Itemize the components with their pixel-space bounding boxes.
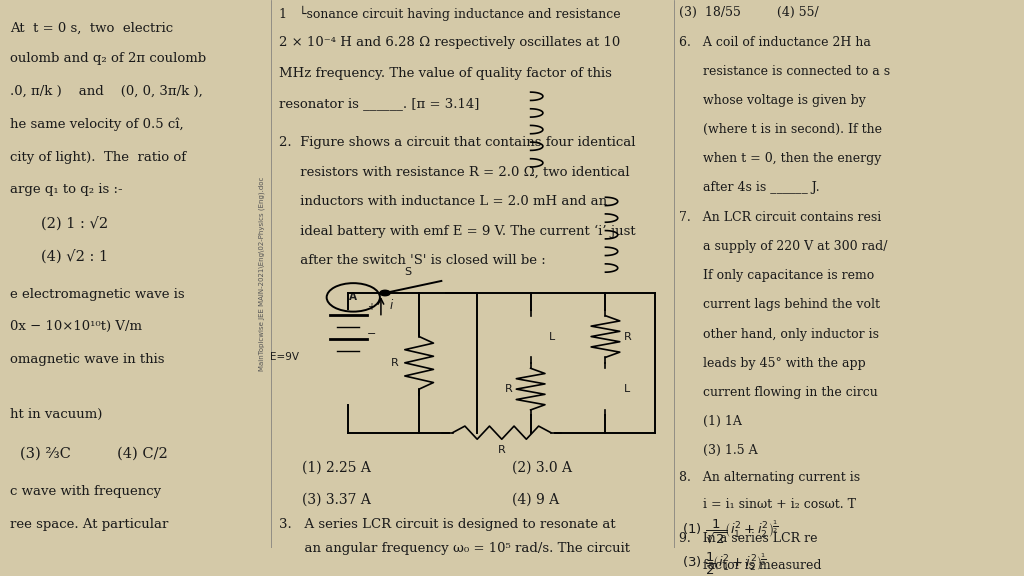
Text: city of light).  The  ratio of: city of light). The ratio of (10, 150, 186, 164)
Text: MHz frequency. The value of quality factor of this: MHz frequency. The value of quality fact… (279, 67, 611, 80)
Text: (2) 3.0 A: (2) 3.0 A (512, 461, 572, 475)
Text: 7.   An LCR circuit contains resi: 7. An LCR circuit contains resi (679, 211, 882, 225)
Text: when t = 0, then the energy: when t = 0, then the energy (679, 151, 882, 165)
Text: (3) ⅔C          (4) C/2: (3) ⅔C (4) C/2 (20, 446, 168, 460)
Text: resistors with resistance R = 2.0 Ω, two identical: resistors with resistance R = 2.0 Ω, two… (279, 165, 629, 179)
Text: ht in vacuum): ht in vacuum) (10, 408, 102, 421)
Text: R: R (391, 358, 398, 368)
Text: (4) √2 : 1: (4) √2 : 1 (41, 249, 109, 264)
Text: (4) 9 A: (4) 9 A (512, 493, 559, 507)
Text: resistance is connected to a s: resistance is connected to a s (679, 65, 890, 78)
Text: current flowing in the circu: current flowing in the circu (679, 385, 878, 399)
Text: 3.   A series LCR circuit is designed to resonate at: 3. A series LCR circuit is designed to r… (279, 518, 615, 530)
Text: whose voltage is given by: whose voltage is given by (679, 94, 865, 107)
Text: 1   └sonance circuit having inductance and resistance: 1 └sonance circuit having inductance and… (279, 6, 621, 21)
Text: $(1)\ \dfrac{1}{\sqrt{2}}\!\left(i_1^2+i_2^2\right)^{\!\frac{1}{2}}$: $(1)\ \dfrac{1}{\sqrt{2}}\!\left(i_1^2+i… (682, 518, 778, 546)
Text: 2 × 10⁻⁴ H and 6.28 Ω respectively oscillates at 10: 2 × 10⁻⁴ H and 6.28 Ω respectively oscil… (279, 36, 620, 48)
Text: 6.   A coil of inductance 2H ha: 6. A coil of inductance 2H ha (679, 36, 870, 48)
Text: −: − (367, 329, 376, 339)
Text: factor is measured: factor is measured (679, 559, 821, 571)
Text: ideal battery with emf E = 9 V. The current ‘i’ just: ideal battery with emf E = 9 V. The curr… (279, 225, 635, 238)
Text: (where t is in second). If the: (where t is in second). If the (679, 123, 882, 136)
Text: after 4s is ______ J.: after 4s is ______ J. (679, 181, 819, 194)
Text: L: L (624, 384, 630, 394)
Text: he same velocity of 0.5 cî,: he same velocity of 0.5 cî, (10, 118, 184, 131)
Text: S: S (404, 267, 411, 276)
Text: inductors with inductance L = 2.0 mH and an: inductors with inductance L = 2.0 mH and… (279, 195, 606, 208)
Text: L: L (549, 332, 555, 342)
Text: R: R (498, 445, 506, 454)
Text: after the switch 'S' is closed will be :: after the switch 'S' is closed will be : (279, 254, 545, 267)
Text: arge q₁ to q₂ is :-: arge q₁ to q₂ is :- (10, 184, 123, 196)
Text: At  t = 0 s,  two  electric: At t = 0 s, two electric (10, 22, 173, 35)
Text: leads by 45° with the app: leads by 45° with the app (679, 357, 865, 370)
Text: 9.   In a series LCR re: 9. In a series LCR re (679, 532, 817, 545)
Text: 2.  Figure shows a circuit that contains four identical: 2. Figure shows a circuit that contains … (279, 136, 635, 149)
Text: R: R (624, 332, 632, 342)
Text: R: R (505, 384, 512, 394)
Text: (1) 2.25 A: (1) 2.25 A (302, 461, 371, 475)
Text: (3) 3.37 A: (3) 3.37 A (302, 493, 371, 507)
Text: If only capacitance is remo: If only capacitance is remo (679, 270, 874, 282)
Text: resonator is ______. [π = 3.14]: resonator is ______. [π = 3.14] (279, 97, 479, 111)
Text: ree space. At particular: ree space. At particular (10, 518, 169, 530)
Text: current lags behind the volt: current lags behind the volt (679, 298, 880, 312)
Circle shape (380, 290, 390, 295)
Text: a supply of 220 V at 300 rad/: a supply of 220 V at 300 rad/ (679, 240, 888, 253)
Text: i: i (389, 300, 392, 312)
Text: i = i₁ sinωt + i₂ cosωt. T: i = i₁ sinωt + i₂ cosωt. T (679, 498, 856, 511)
Text: 0x − 10×10¹⁰t) V/m: 0x − 10×10¹⁰t) V/m (10, 320, 142, 334)
Text: (1) 1A: (1) 1A (679, 415, 741, 427)
Text: (2) 1 : √2: (2) 1 : √2 (41, 217, 109, 230)
Text: .0, π/k )    and    (0, 0, 3π/k ),: .0, π/k ) and (0, 0, 3π/k ), (10, 85, 203, 98)
Text: oulomb and q₂ of 2π coulomb: oulomb and q₂ of 2π coulomb (10, 52, 207, 65)
Text: E=9V: E=9V (270, 353, 299, 362)
Text: an angular frequency ω₀ = 10⁵ rad/s. The circuit: an angular frequency ω₀ = 10⁵ rad/s. The… (279, 542, 630, 555)
Text: MainTopicwise JEE MAIN-2021\Eng\02-Physics (Eng).doc: MainTopicwise JEE MAIN-2021\Eng\02-Physi… (259, 177, 265, 371)
Text: +: + (367, 302, 375, 312)
Text: $(3)\ \dfrac{1}{2}\!\left(i_1^2+i_2^2\right)^{\!\frac{1}{2}}$: $(3)\ \dfrac{1}{2}\!\left(i_1^2+i_2^2\ri… (682, 551, 767, 576)
Text: c wave with frequency: c wave with frequency (10, 484, 162, 498)
Text: A: A (349, 293, 357, 302)
Text: other hand, only inductor is: other hand, only inductor is (679, 328, 879, 340)
Text: (3) 1.5 A: (3) 1.5 A (679, 444, 758, 457)
Text: 8.   An alternating current is: 8. An alternating current is (679, 471, 860, 484)
Text: (3)  18/55         (4) 55/: (3) 18/55 (4) 55/ (679, 6, 818, 18)
Text: e electromagnetic wave is: e electromagnetic wave is (10, 287, 185, 301)
Text: omagnetic wave in this: omagnetic wave in this (10, 353, 165, 366)
